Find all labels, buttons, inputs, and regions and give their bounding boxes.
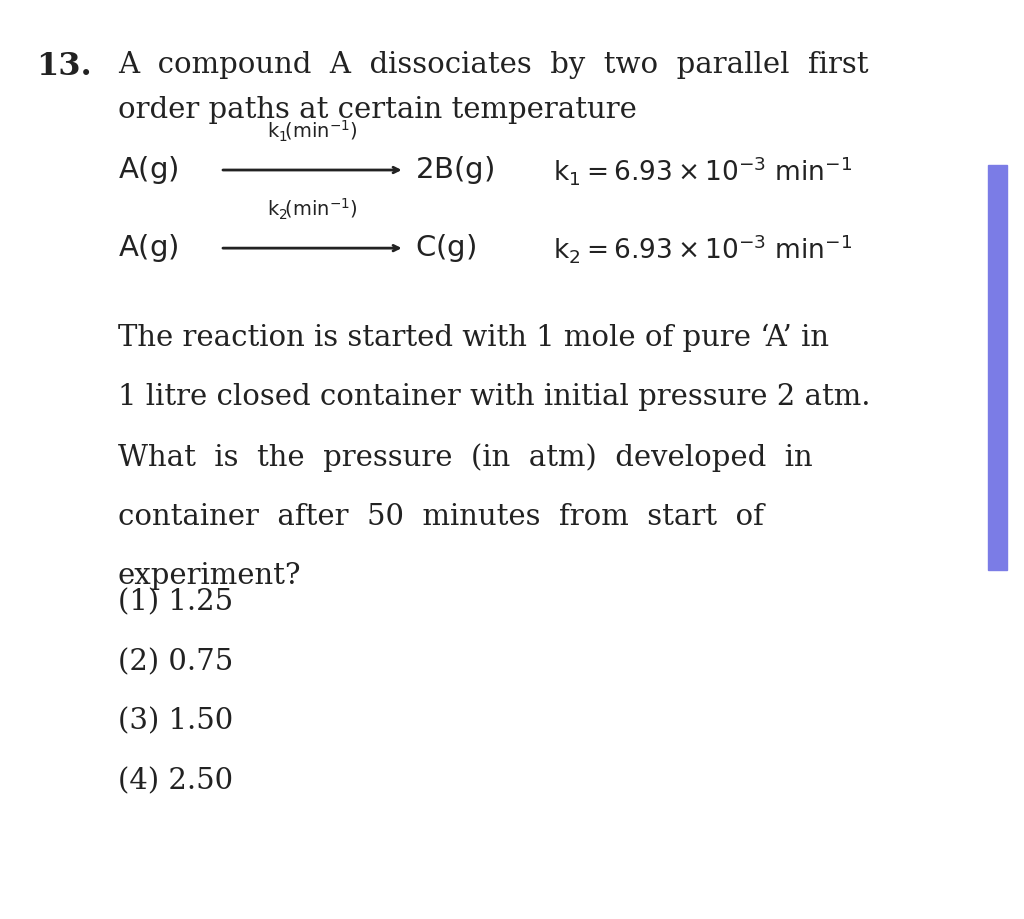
- Text: $\mathrm{A(g)}$: $\mathrm{A(g)}$: [118, 154, 178, 186]
- Bar: [988, 165, 1007, 570]
- Text: experiment?: experiment?: [118, 562, 301, 590]
- Text: A  compound  A  dissociates  by  two  parallel  first: A compound A dissociates by two parallel…: [118, 51, 868, 78]
- Text: $\mathrm{k_1 = 6.93\times10^{-3}\ min^{-1}}$: $\mathrm{k_1 = 6.93\times10^{-3}\ min^{-…: [553, 153, 852, 187]
- Text: $\mathrm{k_2 = 6.93\times10^{-3}\ min^{-1}}$: $\mathrm{k_2 = 6.93\times10^{-3}\ min^{-…: [553, 232, 852, 265]
- Text: order paths at certain temperature: order paths at certain temperature: [118, 96, 637, 124]
- Text: (4) 2.50: (4) 2.50: [118, 767, 232, 795]
- Text: What  is  the  pressure  (in  atm)  developed  in: What is the pressure (in atm) developed …: [118, 443, 812, 471]
- Text: $\mathrm{A(g)}$: $\mathrm{A(g)}$: [118, 233, 178, 264]
- Text: $\mathrm{k_1\!\left(min^{-1}\right)}$: $\mathrm{k_1\!\left(min^{-1}\right)}$: [267, 119, 357, 144]
- Text: (2) 0.75: (2) 0.75: [118, 648, 233, 675]
- Text: $\mathrm{k_2\!\left(min^{-1}\right)}$: $\mathrm{k_2\!\left(min^{-1}\right)}$: [267, 198, 357, 222]
- Text: 13.: 13.: [36, 51, 91, 82]
- Text: $\mathrm{C(g)}$: $\mathrm{C(g)}$: [415, 233, 476, 264]
- Text: $\mathrm{2B(g)}$: $\mathrm{2B(g)}$: [415, 154, 494, 186]
- Text: container  after  50  minutes  from  start  of: container after 50 minutes from start of: [118, 503, 764, 530]
- Text: (3) 1.50: (3) 1.50: [118, 708, 233, 735]
- Text: 1 litre closed container with initial pressure 2 atm.: 1 litre closed container with initial pr…: [118, 383, 870, 411]
- Text: The reaction is started with 1 mole of pure ‘A’ in: The reaction is started with 1 mole of p…: [118, 323, 828, 352]
- Text: (1) 1.25: (1) 1.25: [118, 588, 232, 616]
